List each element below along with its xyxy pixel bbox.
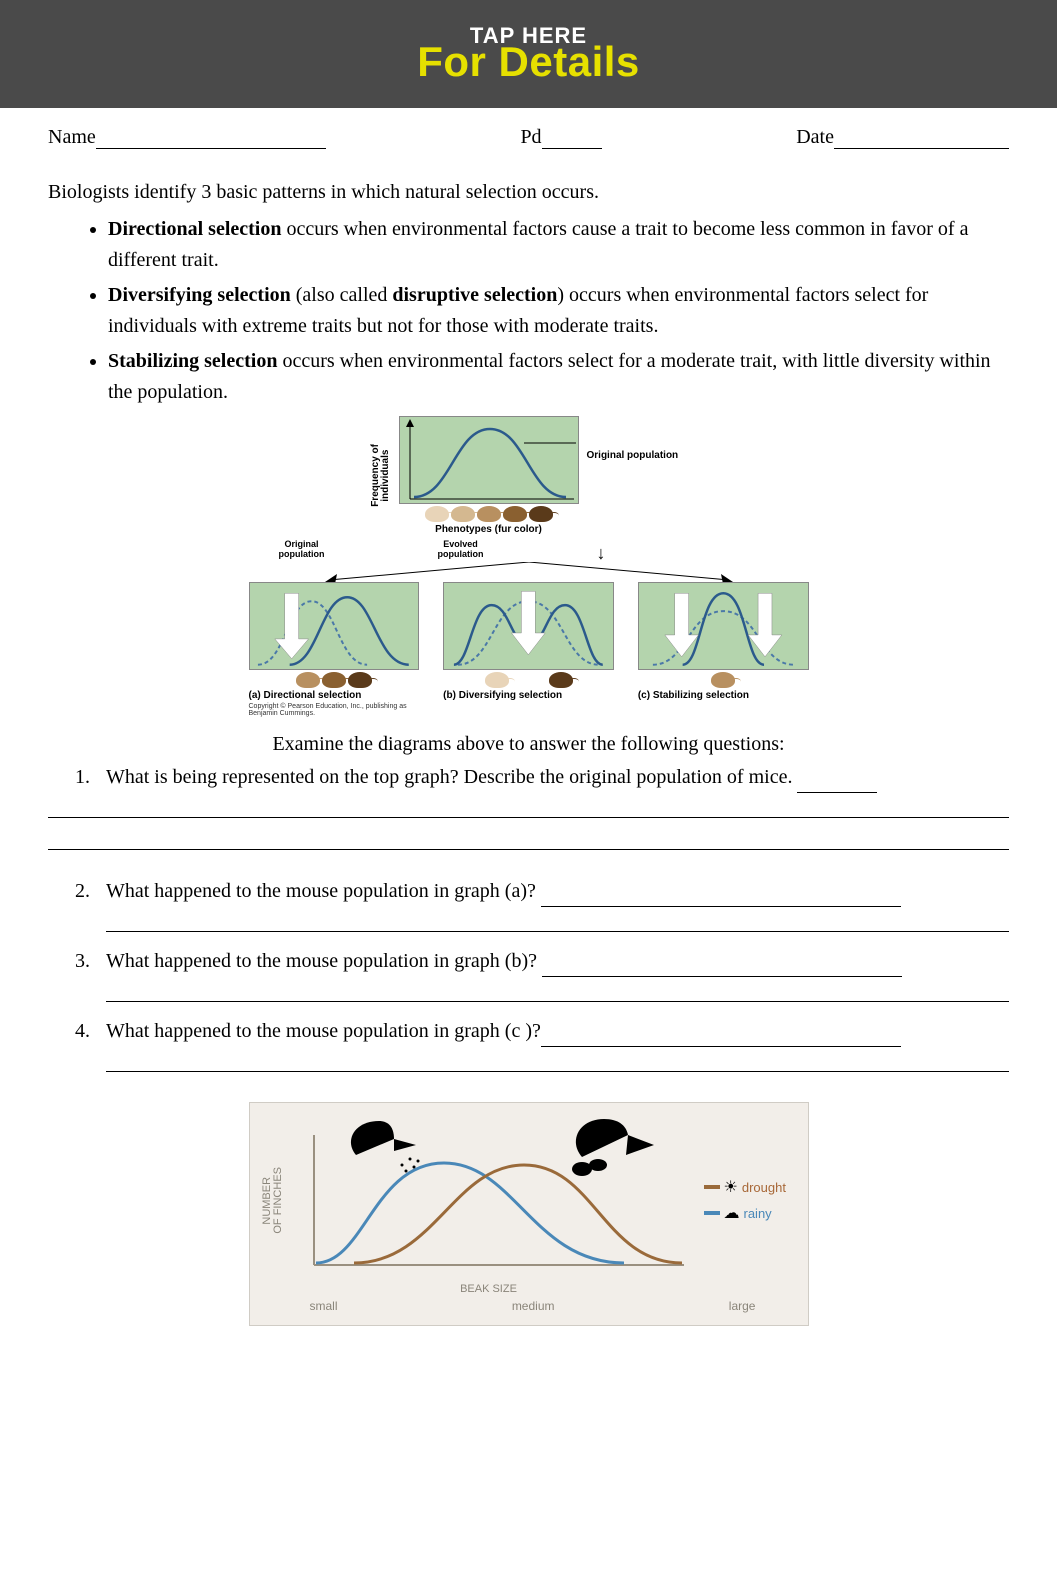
xtick-medium: medium: [512, 1299, 555, 1313]
mice-row-a: [249, 672, 420, 688]
answer-line: [106, 980, 1009, 1002]
q1-text: What is being represented on the top gra…: [106, 762, 1009, 793]
mouse-icon: [503, 506, 527, 522]
panel-b: [443, 582, 614, 670]
finch-chart: NUMBEROF FINCHES ☀: [249, 1102, 809, 1326]
branch-orig: Originalpopulation: [279, 539, 325, 564]
mouse-icon: [529, 506, 553, 522]
mouse-icon: [485, 672, 509, 688]
bullet-stabilizing: Stabilizing selection occurs when enviro…: [108, 346, 1009, 408]
q4-text: What happened to the mouse population in…: [106, 1016, 1009, 1047]
mice-row-top: [425, 506, 553, 522]
diversifying-chart-icon: [444, 583, 613, 671]
legend-drought-text: drought: [742, 1180, 786, 1195]
promo-banner[interactable]: TAP HERE For Details: [0, 0, 1057, 108]
mouse-icon: [549, 672, 573, 688]
q2-text: What happened to the mouse population in…: [106, 876, 1009, 907]
finch-ylabel: NUMBEROF FINCHES: [262, 1167, 284, 1234]
mouse-icon: [477, 506, 501, 522]
bell-curve-icon: [400, 417, 580, 505]
branch-evolved: Evolvedpopulation: [438, 539, 484, 564]
answer-line: [48, 828, 1009, 850]
bullet-directional: Directional selection occurs when enviro…: [108, 214, 1009, 276]
pd-field: Pd: [520, 126, 601, 149]
legend-rainy-text: rainy: [744, 1206, 772, 1221]
date-field: Date: [796, 126, 1009, 149]
selection-bullets: Directional selection occurs when enviro…: [108, 214, 1009, 408]
mice-row-c: [638, 672, 809, 688]
finch-curves-icon: [284, 1115, 704, 1285]
mouse-icon: [711, 672, 735, 688]
q2-num: 2.: [48, 876, 106, 907]
name-field: Name: [48, 126, 326, 149]
phenotype-label: Phenotypes (fur color): [435, 524, 542, 535]
xtick-small: small: [310, 1299, 338, 1313]
top-panel: [399, 416, 579, 504]
q4-num: 4.: [48, 1016, 106, 1047]
worksheet-page: Name Pd Date Biologists identify 3 basic…: [0, 108, 1057, 1366]
q3-num: 3.: [48, 946, 106, 977]
selection-diagram: Frequency ofindividuals: [249, 416, 809, 717]
mice-row-b: [443, 672, 614, 688]
legend-swatch-icon: [704, 1211, 720, 1215]
q1-num: 1.: [48, 762, 106, 793]
caption-c: (c) Stabilizing selection: [638, 690, 809, 701]
mouse-icon: [348, 672, 372, 688]
caption-b: (b) Diversifying selection: [443, 690, 614, 701]
stabilizing-chart-icon: [639, 583, 808, 671]
answer-line: [48, 796, 1009, 818]
panel-a: [249, 582, 420, 670]
answer-line: [106, 910, 1009, 932]
form-header-row: Name Pd Date: [48, 126, 1009, 149]
panel-c: [638, 582, 809, 670]
bullet-diversifying: Diversifying selection (also called disr…: [108, 280, 1009, 342]
mouse-icon: [296, 672, 320, 688]
banner-details-text: For Details: [417, 41, 640, 83]
split-arrows-icon: [249, 562, 809, 582]
caption-a: (a) Directional selection: [249, 690, 420, 701]
y-axis-label: Frequency ofindividuals: [371, 444, 391, 507]
q3-text: What happened to the mouse population in…: [106, 946, 1009, 977]
copyright-text: Copyright © Pearson Education, Inc., pub…: [249, 703, 420, 717]
finch-legend: ☀ drought ☁ rainy: [704, 1177, 794, 1223]
orig-pop-label: Original population: [587, 450, 687, 461]
mouse-icon: [451, 506, 475, 522]
down-arrow-icon: ↓: [597, 539, 606, 564]
examine-text: Examine the diagrams above to answer the…: [48, 733, 1009, 756]
intro-text: Biologists identify 3 basic patterns in …: [48, 181, 1009, 204]
legend-swatch-icon: [704, 1185, 720, 1189]
mouse-icon: [322, 672, 346, 688]
questions-list: 1.What is being represented on the top g…: [48, 762, 1009, 1072]
xtick-large: large: [729, 1299, 756, 1313]
answer-line: [106, 1050, 1009, 1072]
directional-chart-icon: [250, 583, 419, 671]
mouse-icon: [425, 506, 449, 522]
sun-icon: ☀: [724, 1177, 738, 1197]
cloud-icon: ☁: [724, 1203, 740, 1223]
